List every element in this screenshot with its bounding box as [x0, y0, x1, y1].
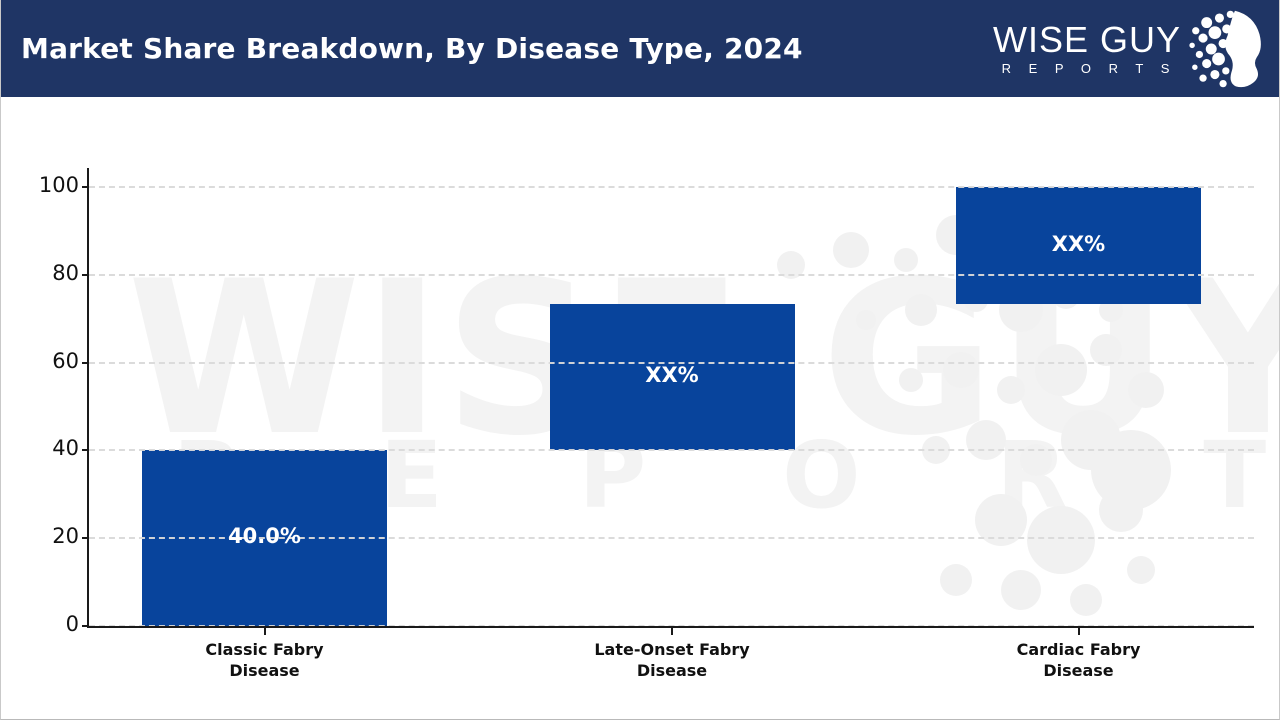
y-tickmark: [82, 361, 89, 364]
y-tickmark: [82, 273, 89, 276]
y-tick-label: 60: [52, 348, 79, 373]
y-tick-label: 0: [65, 612, 79, 636]
y-axis-line: [87, 168, 89, 628]
x-category-label: Cardiac Fabry Disease: [919, 639, 1239, 681]
y-gridline: [89, 273, 1254, 276]
y-tickmark: [82, 186, 89, 188]
x-tickmark: [1077, 628, 1080, 635]
y-tick-label: 20: [52, 524, 79, 549]
y-tick-label: 40: [52, 436, 79, 461]
y-gridline: [89, 186, 1254, 188]
y-gridline: [89, 361, 1254, 364]
page-title: Market Share Breakdown, By Disease Type,…: [21, 32, 803, 65]
y-tickmark: [82, 625, 89, 627]
bar-value-label: XX%: [645, 363, 699, 388]
logo-wordmark: WISE GUY: [992, 19, 1181, 60]
x-category-label-line: Disease: [1043, 661, 1114, 680]
x-category-label-line: Disease: [636, 661, 708, 680]
y-tick-label: 100: [38, 173, 79, 197]
x-category-label-line: Classic Fabry: [205, 640, 324, 659]
bar-value-label: XX%: [1051, 231, 1106, 256]
x-tickmark: [263, 628, 266, 635]
wiseguy-logo: WISE GUY R E P O R T S: [993, 5, 1265, 93]
bar-value-label: 40.0%: [228, 524, 301, 549]
logo-head-icon: [1189, 10, 1261, 88]
x-tickmark: [671, 628, 673, 635]
y-gridline: [89, 449, 1254, 452]
bar-segment: [956, 187, 1201, 305]
x-axis-line: [87, 626, 1254, 628]
logo-text: WISE GUY R E P O R T S: [992, 19, 1181, 77]
x-category-label: Classic Fabry Disease: [105, 639, 425, 681]
y-tick-label: 80: [52, 260, 79, 285]
header-bar: Market Share Breakdown, By Disease Type,…: [1, 0, 1279, 97]
y-gridline: [89, 537, 1254, 540]
x-category-label-line: Cardiac Fabry: [1016, 640, 1141, 659]
y-tickmark: [82, 449, 89, 452]
logo-subtext: R E P O R T S: [1001, 61, 1177, 76]
bar-segment: [549, 304, 795, 451]
x-category-label-line: Late-Onset Fabry: [594, 640, 750, 659]
y-tickmark: [82, 537, 89, 540]
x-category-label: Late-Onset Fabry Disease: [512, 639, 832, 681]
x-category-label-line: Disease: [229, 661, 300, 680]
